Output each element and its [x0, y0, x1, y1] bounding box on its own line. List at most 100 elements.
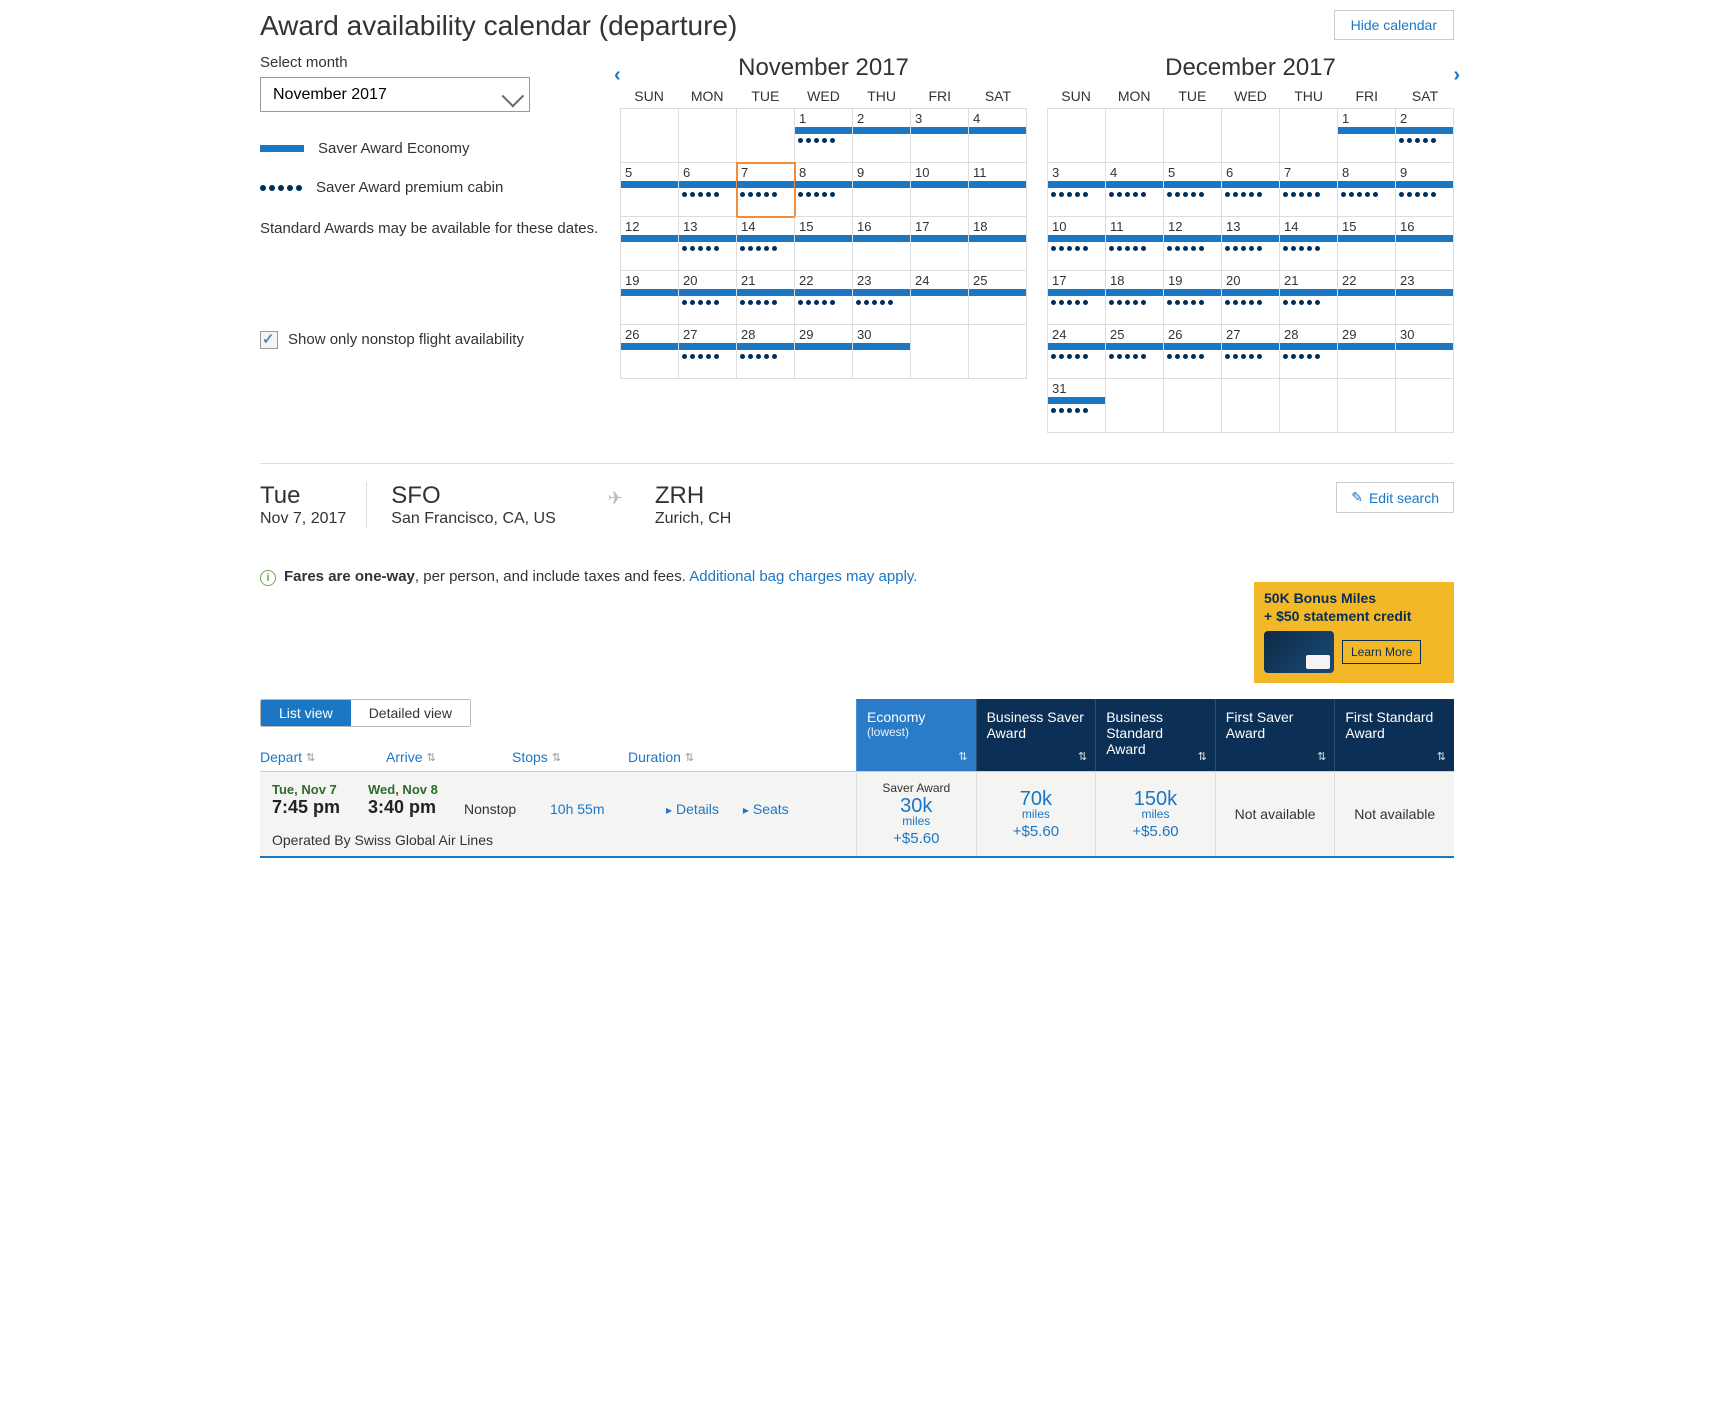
calendar-day[interactable]: 11 [1106, 217, 1164, 271]
sort-column-arrive[interactable]: Arrive ⇅ [386, 749, 482, 765]
fare-cell[interactable]: Saver Award30kmiles+$5.60 [856, 772, 976, 856]
fare-header[interactable]: Economy(lowest)⇅ [856, 699, 976, 771]
result-depart-date: Tue, Nov 7 [272, 782, 368, 797]
calendar-day[interactable]: 22 [795, 271, 853, 325]
hide-calendar-button[interactable]: Hide calendar [1334, 10, 1454, 40]
calendar-day[interactable]: 15 [795, 217, 853, 271]
calendar-day[interactable]: 4 [1106, 163, 1164, 217]
calendar-day[interactable]: 2 [1396, 109, 1454, 163]
calendar-day[interactable]: 29 [1338, 325, 1396, 379]
calendar-day[interactable]: 28 [737, 325, 795, 379]
calendar-day[interactable]: 25 [969, 271, 1027, 325]
tab-list-view[interactable]: List view [261, 700, 351, 726]
calendar-day[interactable]: 17 [911, 217, 969, 271]
promo-cta-button[interactable]: Learn More [1342, 640, 1421, 664]
calendar-day[interactable]: 17 [1048, 271, 1106, 325]
calendar-day[interactable]: 6 [1222, 163, 1280, 217]
calendar-day[interactable]: 4 [969, 109, 1027, 163]
calendar-day[interactable]: 23 [853, 271, 911, 325]
calendar-day[interactable]: 25 [1106, 325, 1164, 379]
calendar-day[interactable]: 27 [1222, 325, 1280, 379]
fare-header[interactable]: Business Standard Award⇅ [1095, 699, 1215, 771]
calendar-day[interactable]: 23 [1396, 271, 1454, 325]
calendar-day[interactable]: 20 [679, 271, 737, 325]
calendar-day[interactable]: 26 [621, 325, 679, 379]
calendar-day[interactable]: 10 [1048, 217, 1106, 271]
edit-search-button[interactable]: ✎ Edit search [1336, 482, 1454, 513]
calendar-day[interactable]: 9 [853, 163, 911, 217]
calendar-day[interactable]: 21 [1280, 271, 1338, 325]
bag-charges-link[interactable]: Additional bag charges may apply. [689, 568, 917, 585]
calendar-day[interactable]: 19 [621, 271, 679, 325]
calendar-day[interactable]: 27 [679, 325, 737, 379]
promo-banner[interactable]: 50K Bonus Miles + $50 statement credit L… [1254, 582, 1454, 683]
cal-next-icon[interactable]: › [1453, 64, 1460, 87]
calendar-day[interactable]: 26 [1164, 325, 1222, 379]
calendar-day[interactable]: 18 [969, 217, 1027, 271]
calendar-daynum: 20 [683, 273, 697, 288]
nonstop-checkbox[interactable]: Show only nonstop flight availability [260, 331, 600, 349]
calendar-day[interactable]: 5 [1164, 163, 1222, 217]
calendar-day[interactable]: 10 [911, 163, 969, 217]
calendar-day[interactable]: 3 [1048, 163, 1106, 217]
fare-cell[interactable]: 150kmiles+$5.60 [1095, 772, 1215, 856]
calendar-day[interactable]: 7 [737, 163, 795, 217]
calendar-day[interactable]: 24 [911, 271, 969, 325]
fare-header[interactable]: First Standard Award⇅ [1334, 699, 1454, 771]
calendar-day[interactable]: 3 [911, 109, 969, 163]
saver-economy-bar-icon [1280, 235, 1337, 242]
calendar-day[interactable]: 30 [1396, 325, 1454, 379]
fare-cell[interactable]: 70kmiles+$5.60 [976, 772, 1096, 856]
month-select[interactable]: November 2017 [260, 77, 530, 112]
calendar-day[interactable]: 28 [1280, 325, 1338, 379]
tab-detailed-view[interactable]: Detailed view [351, 700, 470, 726]
calendar-day[interactable]: 30 [853, 325, 911, 379]
calendar-day[interactable]: 7 [1280, 163, 1338, 217]
calendar-day[interactable]: 1 [795, 109, 853, 163]
sort-column-depart[interactable]: Depart ⇅ [260, 749, 356, 765]
calendar-day[interactable]: 18 [1106, 271, 1164, 325]
calendar-day[interactable]: 21 [737, 271, 795, 325]
saver-economy-bar-icon [1048, 235, 1105, 242]
calendar-day[interactable]: 2 [853, 109, 911, 163]
calendar-day[interactable]: 14 [1280, 217, 1338, 271]
seats-link[interactable]: Seats [743, 801, 789, 817]
details-link[interactable]: Details [666, 801, 719, 817]
calendar-day[interactable]: 24 [1048, 325, 1106, 379]
sort-icon: ⇅ [685, 751, 694, 764]
sort-column-duration[interactable]: Duration ⇅ [628, 749, 744, 765]
calendar-day[interactable]: 11 [969, 163, 1027, 217]
calendar-day[interactable]: 13 [679, 217, 737, 271]
calendar-day[interactable]: 16 [1396, 217, 1454, 271]
fare-header[interactable]: First Saver Award⇅ [1215, 699, 1335, 771]
calendar-daynum: 30 [857, 327, 871, 342]
calendar-day[interactable]: 19 [1164, 271, 1222, 325]
calendar-day[interactable]: 29 [795, 325, 853, 379]
calendar-day[interactable]: 6 [679, 163, 737, 217]
calendar-day[interactable]: 8 [795, 163, 853, 217]
fare-cell[interactable]: Not available [1215, 772, 1335, 856]
calendar-day[interactable]: 16 [853, 217, 911, 271]
calendar-daynum: 15 [1342, 219, 1356, 234]
fare-cell[interactable]: Not available [1334, 772, 1454, 856]
calendar-day[interactable]: 31 [1048, 379, 1106, 433]
calendar-day[interactable]: 14 [737, 217, 795, 271]
fare-header[interactable]: Business Saver Award⇅ [976, 699, 1096, 771]
cal-prev-icon[interactable]: ‹ [614, 64, 621, 87]
calendar-day[interactable]: 22 [1338, 271, 1396, 325]
calendar-day[interactable]: 8 [1338, 163, 1396, 217]
route-from-city: San Francisco, CA, US [391, 510, 556, 528]
weekday-label: THU [853, 88, 911, 104]
calendar-daynum: 29 [1342, 327, 1356, 342]
calendar-day[interactable]: 12 [1164, 217, 1222, 271]
sort-column-stops[interactable]: Stops ⇅ [512, 749, 598, 765]
saver-economy-bar-icon [1222, 343, 1279, 350]
calendar-day[interactable]: 1 [1338, 109, 1396, 163]
calendar-day[interactable]: 12 [621, 217, 679, 271]
calendar-day[interactable]: 5 [621, 163, 679, 217]
calendar-day[interactable]: 15 [1338, 217, 1396, 271]
sort-icon: ⇅ [552, 751, 561, 764]
calendar-day[interactable]: 13 [1222, 217, 1280, 271]
calendar-day[interactable]: 20 [1222, 271, 1280, 325]
calendar-day[interactable]: 9 [1396, 163, 1454, 217]
